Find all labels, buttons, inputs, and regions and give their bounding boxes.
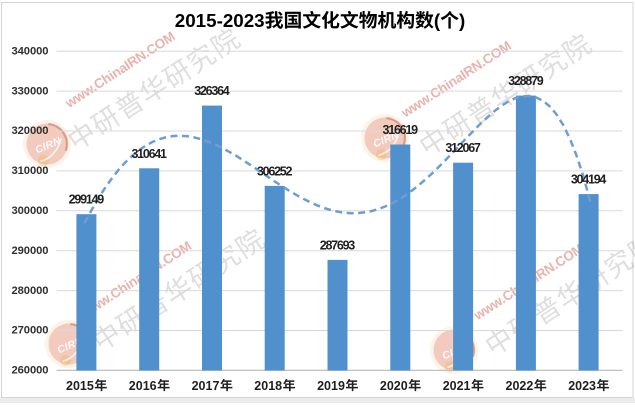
svg-text:2015-2023: 2015-2023 bbox=[175, 10, 265, 31]
svg-text:287693: 287693 bbox=[320, 238, 356, 252]
svg-text:328879: 328879 bbox=[508, 74, 544, 88]
svg-text:326364: 326364 bbox=[194, 84, 230, 98]
svg-text:316619: 316619 bbox=[383, 123, 419, 137]
svg-text:330000: 330000 bbox=[12, 85, 49, 97]
svg-text:260000: 260000 bbox=[12, 365, 49, 377]
svg-text:304194: 304194 bbox=[571, 173, 607, 187]
svg-text:310641: 310641 bbox=[131, 147, 167, 161]
svg-text:270000: 270000 bbox=[12, 325, 49, 337]
svg-text:): ) bbox=[459, 10, 465, 31]
svg-text:320000: 320000 bbox=[12, 125, 49, 137]
svg-text:290000: 290000 bbox=[12, 245, 49, 257]
svg-text:300000: 300000 bbox=[12, 205, 49, 217]
svg-text:2017: 2017 bbox=[192, 379, 220, 393]
svg-text:2015: 2015 bbox=[66, 379, 94, 393]
svg-text:306252: 306252 bbox=[257, 164, 293, 178]
svg-text:2023: 2023 bbox=[568, 379, 596, 393]
svg-text:340000: 340000 bbox=[12, 45, 49, 57]
svg-text:2020: 2020 bbox=[380, 379, 408, 393]
svg-text:2019: 2019 bbox=[317, 379, 345, 393]
svg-text:(: ( bbox=[434, 10, 441, 31]
svg-text:280000: 280000 bbox=[12, 285, 49, 297]
svg-text:2016: 2016 bbox=[129, 379, 157, 393]
svg-text:2022: 2022 bbox=[506, 379, 534, 393]
svg-text:312067: 312067 bbox=[445, 141, 481, 155]
svg-text:310000: 310000 bbox=[12, 165, 49, 177]
svg-text:2018: 2018 bbox=[254, 379, 282, 393]
svg-text:2021: 2021 bbox=[443, 379, 471, 393]
svg-text:299149: 299149 bbox=[69, 193, 105, 207]
